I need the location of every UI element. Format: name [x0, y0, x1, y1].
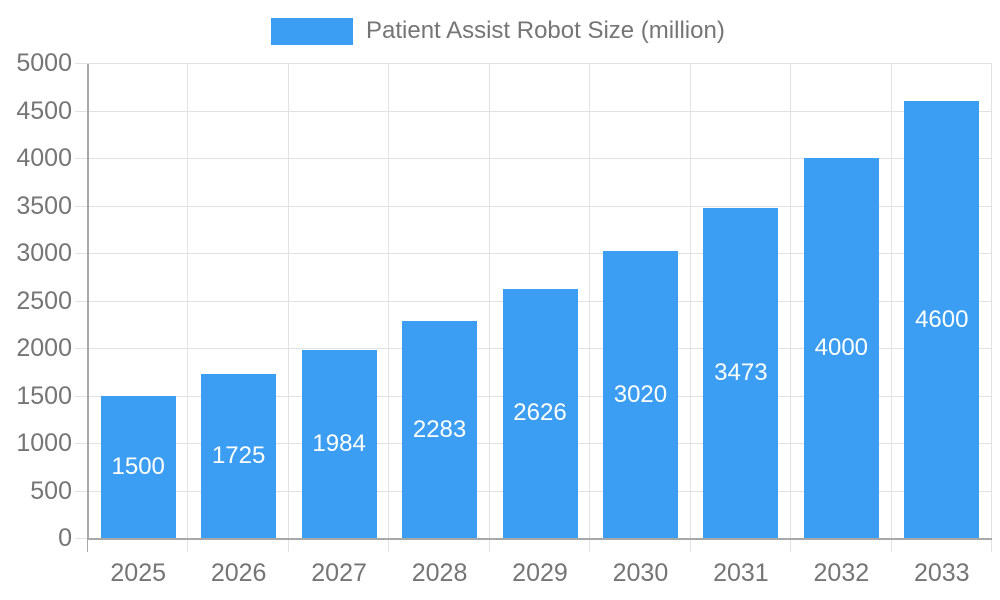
x-axis-tick-label: 2030 — [612, 559, 669, 587]
bar-value-label: 1984 — [312, 429, 366, 457]
x-gridline — [991, 64, 992, 539]
y-axis-tick — [75, 253, 88, 254]
y-gridline — [88, 205, 992, 207]
y-axis-tick-label: 500 — [30, 476, 72, 505]
legend-item[interactable]: Patient Assist Robot Size (million) — [271, 17, 725, 45]
x-axis-tick — [287, 539, 289, 552]
x-axis-tick-label: 2032 — [813, 559, 870, 587]
y-gridline — [88, 110, 992, 112]
bar-2029[interactable]: 2626 — [502, 288, 578, 538]
y-axis-tick — [75, 395, 88, 397]
bar-value-label: 4000 — [814, 334, 869, 361]
x-gridline — [187, 64, 189, 539]
bar-2026[interactable]: 1725 — [201, 374, 277, 538]
y-axis-tick-label: 2000 — [16, 334, 72, 362]
x-axis-tick — [890, 539, 892, 552]
y-gridline — [88, 158, 992, 159]
y-axis-tick-label: 4500 — [16, 96, 72, 125]
x-gridline — [689, 64, 691, 539]
bar-value-label: 1500 — [111, 452, 165, 480]
y-axis-tick-label: 1000 — [16, 429, 72, 457]
x-axis-tick — [790, 539, 792, 552]
y-axis-tick-label: 1500 — [16, 381, 72, 410]
y-axis-tick-label: 5000 — [16, 49, 72, 77]
y-gridline — [88, 253, 992, 254]
bar-value-label: 3473 — [714, 359, 768, 387]
bar-2025[interactable]: 1500 — [100, 395, 176, 538]
y-axis-tick — [75, 538, 88, 539]
x-axis-tick — [388, 539, 390, 552]
y-axis-tick — [75, 158, 88, 159]
bar-2033[interactable]: 4600 — [904, 101, 980, 538]
x-gridline — [287, 64, 289, 539]
x-axis-tick — [689, 539, 691, 552]
bar-value-label: 2283 — [412, 415, 467, 443]
y-axis-tick — [75, 348, 88, 349]
bar-value-label: 1725 — [211, 442, 266, 470]
x-axis-tick-label: 2028 — [411, 559, 468, 587]
x-axis-tick-label: 2033 — [913, 559, 970, 587]
y-axis-tick — [75, 110, 88, 112]
x-gridline — [388, 64, 390, 539]
x-axis-tick — [488, 539, 490, 552]
y-axis-tick — [75, 300, 88, 302]
x-axis-tick-label: 2029 — [512, 559, 568, 587]
x-axis-tick-label: 2026 — [210, 559, 267, 587]
bar-value-label: 4600 — [915, 305, 969, 333]
x-gridline — [488, 64, 490, 539]
legend-swatch-icon — [271, 17, 353, 45]
y-axis-tick-label: 3000 — [16, 239, 72, 267]
x-axis-tick — [87, 539, 88, 552]
bar-2031[interactable]: 3473 — [703, 208, 779, 538]
bar-2028[interactable]: 2283 — [402, 321, 478, 538]
bar-2027[interactable]: 1984 — [301, 349, 377, 538]
x-axis-tick — [991, 539, 992, 552]
bar-value-label: 3020 — [613, 380, 668, 408]
y-axis-tick — [75, 63, 88, 64]
bar-2032[interactable]: 4000 — [803, 158, 879, 538]
x-axis-tick-label: 2025 — [110, 559, 167, 587]
bar-value-label: 2626 — [513, 399, 567, 427]
legend-label: Patient Assist Robot Size (million) — [366, 17, 725, 44]
y-axis-tick — [75, 490, 88, 492]
x-axis-tick — [187, 539, 189, 552]
y-axis-tick-label: 2500 — [16, 286, 72, 315]
x-gridline — [589, 64, 591, 539]
x-gridline — [890, 64, 892, 539]
x-axis-tick-label: 2027 — [311, 559, 367, 587]
x-axis-line — [88, 538, 992, 540]
y-axis-tick — [75, 443, 88, 444]
y-axis-tick-label: 4000 — [16, 144, 72, 172]
y-axis-line — [87, 64, 89, 539]
x-axis-tick-label: 2031 — [713, 559, 769, 587]
y-axis-tick-label: 3500 — [16, 191, 72, 220]
x-gridline — [790, 64, 792, 539]
y-axis-tick-label: 0 — [58, 524, 72, 552]
x-axis-tick — [589, 539, 591, 552]
y-gridline — [88, 63, 992, 64]
bar-2030[interactable]: 3020 — [602, 251, 678, 538]
y-axis-tick — [75, 205, 88, 207]
